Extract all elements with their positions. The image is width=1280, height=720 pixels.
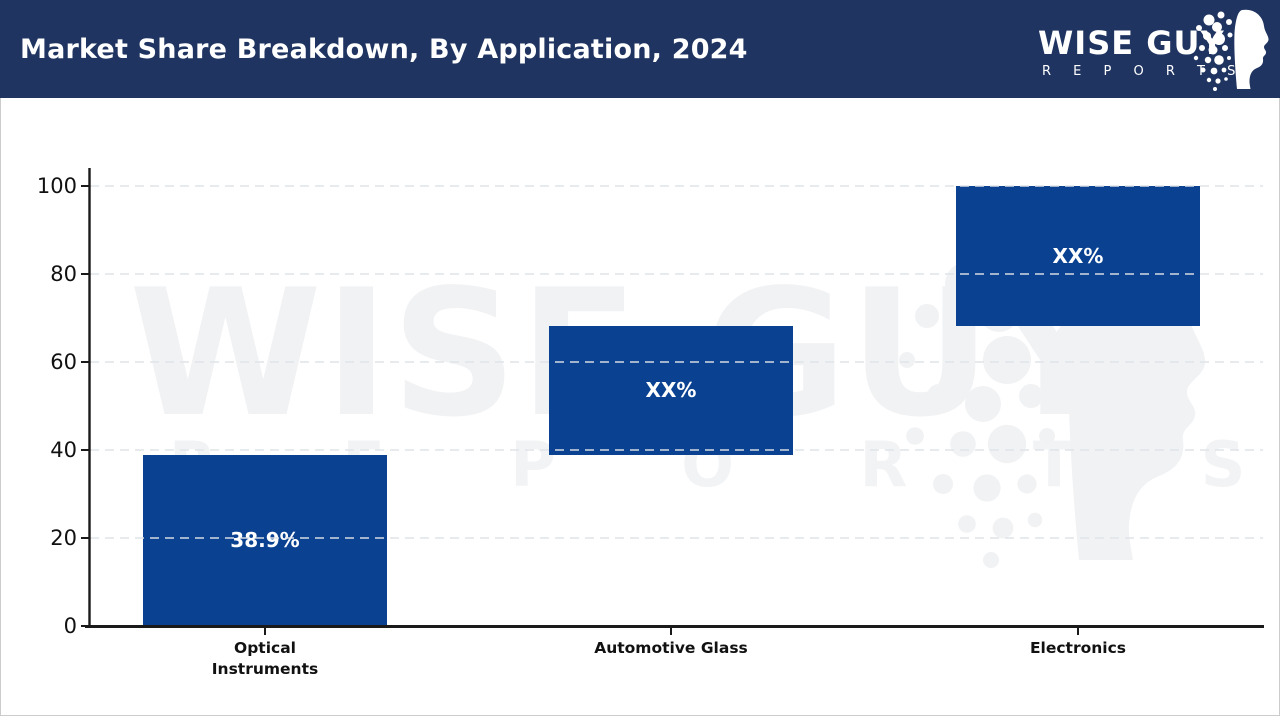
x-category-label: Electronics	[1029, 639, 1127, 657]
logo-wiseguy-text: WISE GUY	[1038, 24, 1225, 62]
x-category-label: Optical Instruments	[211, 639, 319, 678]
header-banner: Market Share Breakdown, By Application, …	[0, 0, 1280, 98]
bar-optical-instruments: 38.9%	[143, 454, 387, 626]
y-tick-label: 100	[36, 174, 77, 198]
y-tick-label: 0	[63, 614, 77, 638]
y-tick-label: 20	[50, 526, 77, 550]
bar-value-label: XX%	[1052, 243, 1104, 268]
bar-automotive-glass: XX%	[549, 325, 793, 455]
bar-value-label: 38.9%	[230, 528, 300, 553]
bar-electronics: XX%	[956, 186, 1200, 326]
plot-area: WISE GUY R E P O R T S 0 20 40 60 80 100 38.9%…	[0, 98, 1280, 716]
x-category-label: Automotive Glass	[594, 639, 748, 657]
y-tick-label: 80	[50, 262, 77, 286]
logo-reports-text: R E P O R T S	[1042, 64, 1245, 79]
wise-guy-reports-logo: WISE GUY R E P O R T S	[1016, 6, 1269, 94]
y-tick-label: 60	[50, 350, 77, 374]
chart-title: Market Share Breakdown, By Application, …	[20, 33, 748, 65]
bar-value-label: XX%	[645, 378, 697, 403]
y-tick-label: 40	[50, 438, 77, 462]
logo-head-icon	[1192, 9, 1269, 92]
